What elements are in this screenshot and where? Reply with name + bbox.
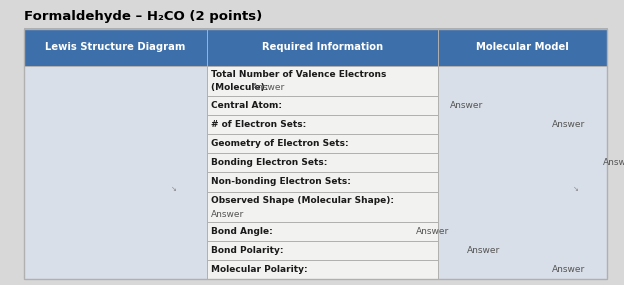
Text: Bond Polarity:: Bond Polarity: [211,246,286,255]
Text: ↘: ↘ [573,186,579,193]
Text: Bond Angle:: Bond Angle: [211,227,276,236]
Bar [207,172,437,192]
Bar [207,222,437,241]
Text: Observed Shape (Molecular Shape):: Observed Shape (Molecular Shape): [211,196,394,205]
Text: Formaldehyde – H₂CO (2 points): Formaldehyde – H₂CO (2 points) [24,10,262,23]
Text: Answer: Answer [603,158,624,167]
Bar [207,153,437,172]
Bar [207,96,437,115]
Text: Answer: Answer [416,227,449,236]
Text: Molecular Model: Molecular Model [475,42,568,52]
Text: Molecular Polarity:: Molecular Polarity: [211,265,311,274]
Text: Answer: Answer [449,101,483,110]
Bar [24,28,607,279]
Bar [207,66,437,96]
Text: Total Number of Valence Electrons: Total Number of Valence Electrons [211,70,386,79]
Bar [437,28,607,66]
Text: ↘: ↘ [172,186,177,193]
Bar [207,28,437,66]
Bar [207,192,437,222]
Bar [24,28,207,66]
Bar [207,241,437,260]
Text: # of Electron Sets:: # of Electron Sets: [211,120,310,129]
Text: Central Atom:: Central Atom: [211,101,285,110]
Text: (Molecule):: (Molecule): [211,83,271,92]
Text: Answer: Answer [552,120,585,129]
Bar [207,134,437,153]
Text: Lewis Structure Diagram: Lewis Structure Diagram [46,42,186,52]
Text: Bonding Electron Sets:: Bonding Electron Sets: [211,158,331,167]
Bar [437,66,607,279]
Text: Answer: Answer [252,83,285,92]
Bar [207,115,437,134]
Text: Required Information: Required Information [262,42,383,52]
Text: Answer: Answer [211,210,244,219]
Bar [207,260,437,279]
Bar [24,66,207,279]
Text: Non-bonding Electron Sets:: Non-bonding Electron Sets: [211,178,354,186]
Text: Geometry of Electron Sets:: Geometry of Electron Sets: [211,139,352,148]
Text: Answer: Answer [552,265,585,274]
Text: Answer: Answer [467,246,500,255]
